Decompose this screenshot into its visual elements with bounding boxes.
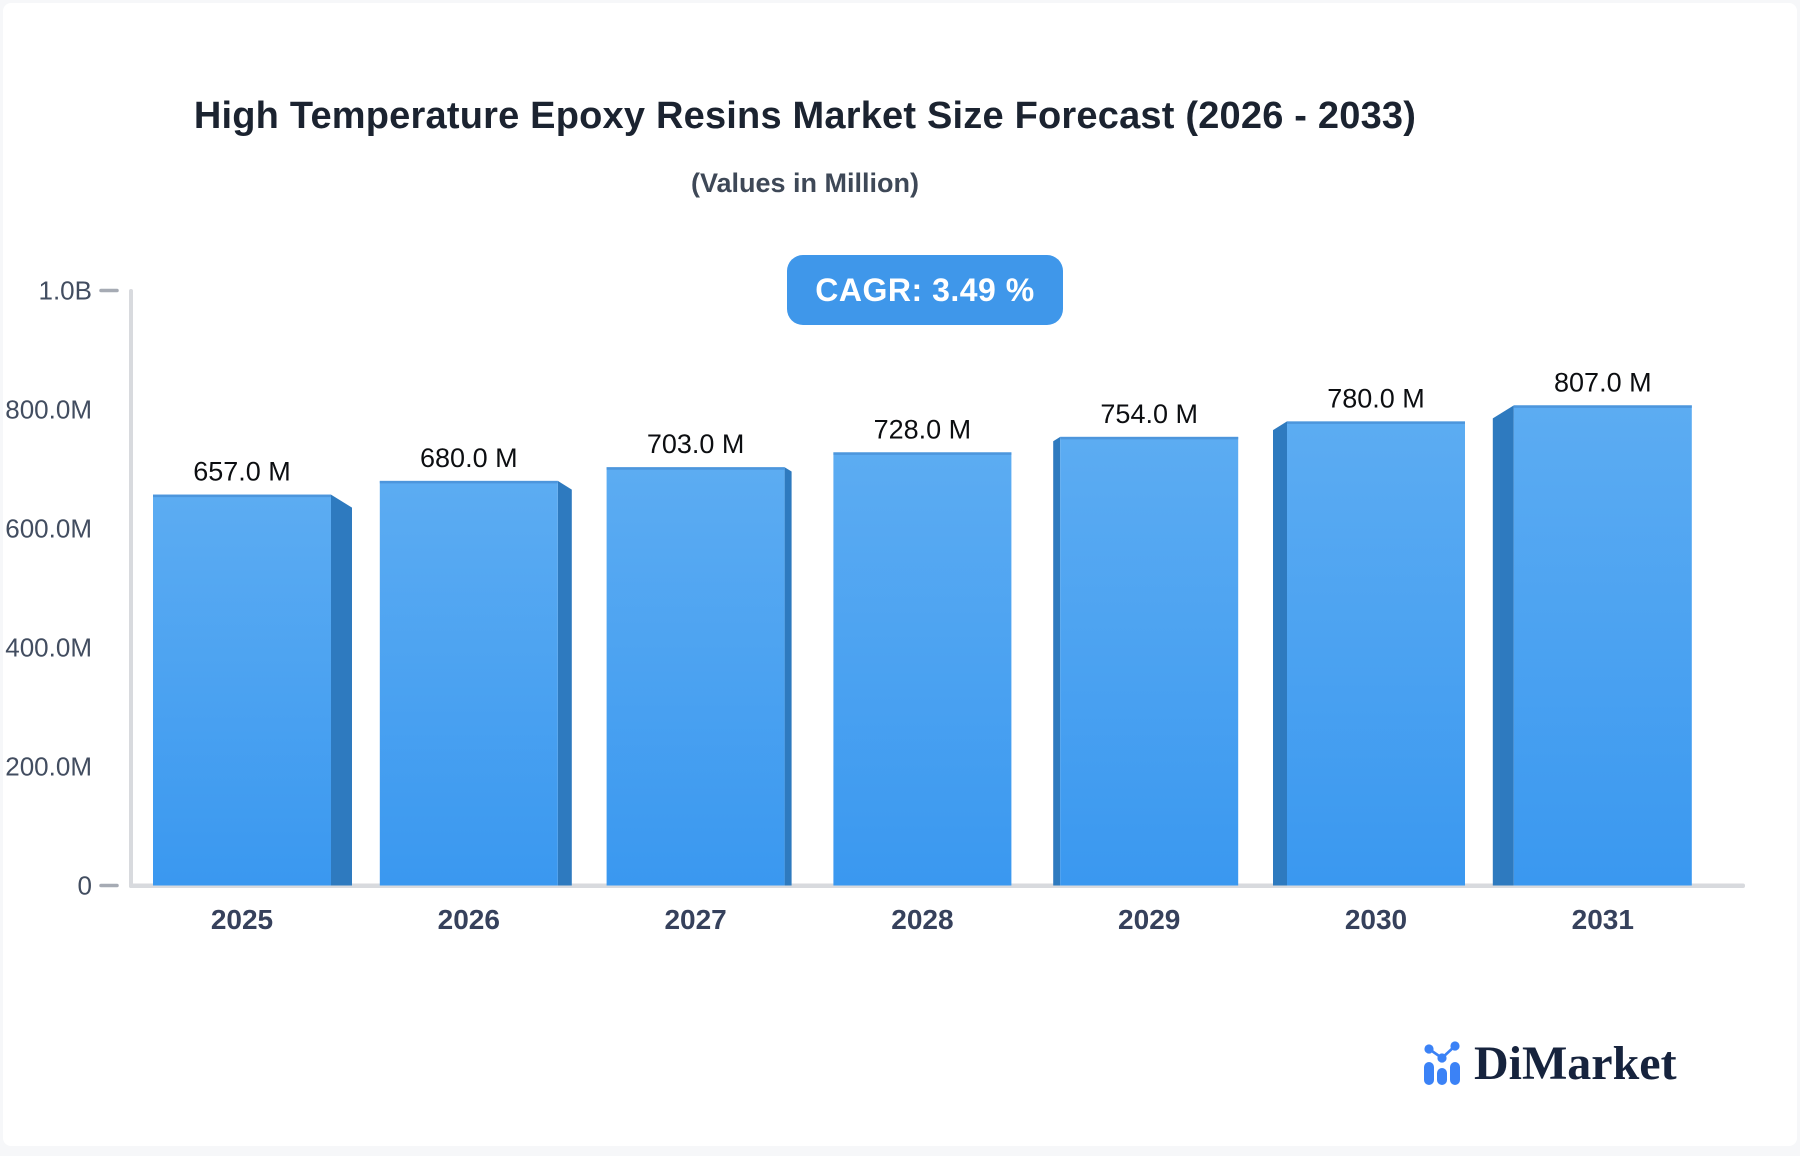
y-axis-label: 800.0M [5, 395, 92, 425]
bar-2027[interactable] [606, 467, 785, 886]
x-axis-label: 2025 [211, 904, 273, 935]
y-axis-label: 0 [78, 871, 92, 901]
bar-top-edge [833, 452, 1012, 455]
y-axis-label: 400.0M [5, 633, 92, 663]
x-axis-label: 2031 [1572, 904, 1634, 935]
bar-value-label: 780.0 M [1327, 383, 1425, 413]
bar-side-2030 [1273, 421, 1287, 886]
x-axis-label: 2029 [1118, 904, 1180, 935]
bar-value-label: 703.0 M [647, 429, 745, 459]
bar-2031[interactable] [1513, 405, 1692, 886]
bar-value-label: 754.0 M [1100, 399, 1198, 429]
bar-2026[interactable] [379, 480, 558, 886]
bar-side-2027 [784, 467, 792, 886]
bar-side-2031 [1492, 405, 1514, 886]
bar-2025[interactable] [153, 494, 331, 886]
bar-top-edge [1060, 436, 1239, 440]
bar-2028[interactable] [833, 452, 1012, 886]
bar-top-edge [379, 480, 558, 484]
bar-top-edge [153, 494, 331, 498]
bar-top-edge [1287, 421, 1465, 424]
y-axis-label: 1.0B [39, 276, 93, 306]
bar-value-label: 680.0 M [420, 443, 518, 473]
x-axis-label: 2027 [664, 904, 726, 935]
bar-top-edge [1513, 405, 1692, 408]
x-axis-label: 2028 [891, 904, 953, 935]
y-axis-label: 600.0M [5, 514, 92, 544]
bar-side-2029 [1053, 436, 1061, 886]
page-subtitle: (Values in Million) [690, 168, 920, 198]
bar-value-label: 807.0 M [1554, 367, 1652, 397]
cagr-badge: CAGR: 3.49 % [787, 255, 1063, 325]
brand-logo: DiMarket [1420, 1036, 1677, 1090]
x-axis-label: 2030 [1345, 904, 1407, 935]
page-title: High Temperature Epoxy Resins Market Siz… [193, 95, 1417, 137]
bar-value-label: 657.0 M [193, 457, 291, 487]
bar-side-2025 [331, 494, 352, 886]
bar-2030[interactable] [1287, 421, 1465, 886]
bar-top-edge [606, 467, 785, 470]
y-axis-line [129, 289, 133, 888]
y-axis-label: 200.0M [5, 752, 92, 782]
mini-bar-chart-icon [1424, 1041, 1460, 1085]
x-axis-label: 2026 [438, 904, 500, 935]
brand-name: DiMarket [1474, 1036, 1677, 1090]
bar-value-label: 728.0 M [874, 414, 972, 444]
bar-2029[interactable] [1060, 436, 1239, 886]
bar-side-2026 [557, 480, 572, 886]
